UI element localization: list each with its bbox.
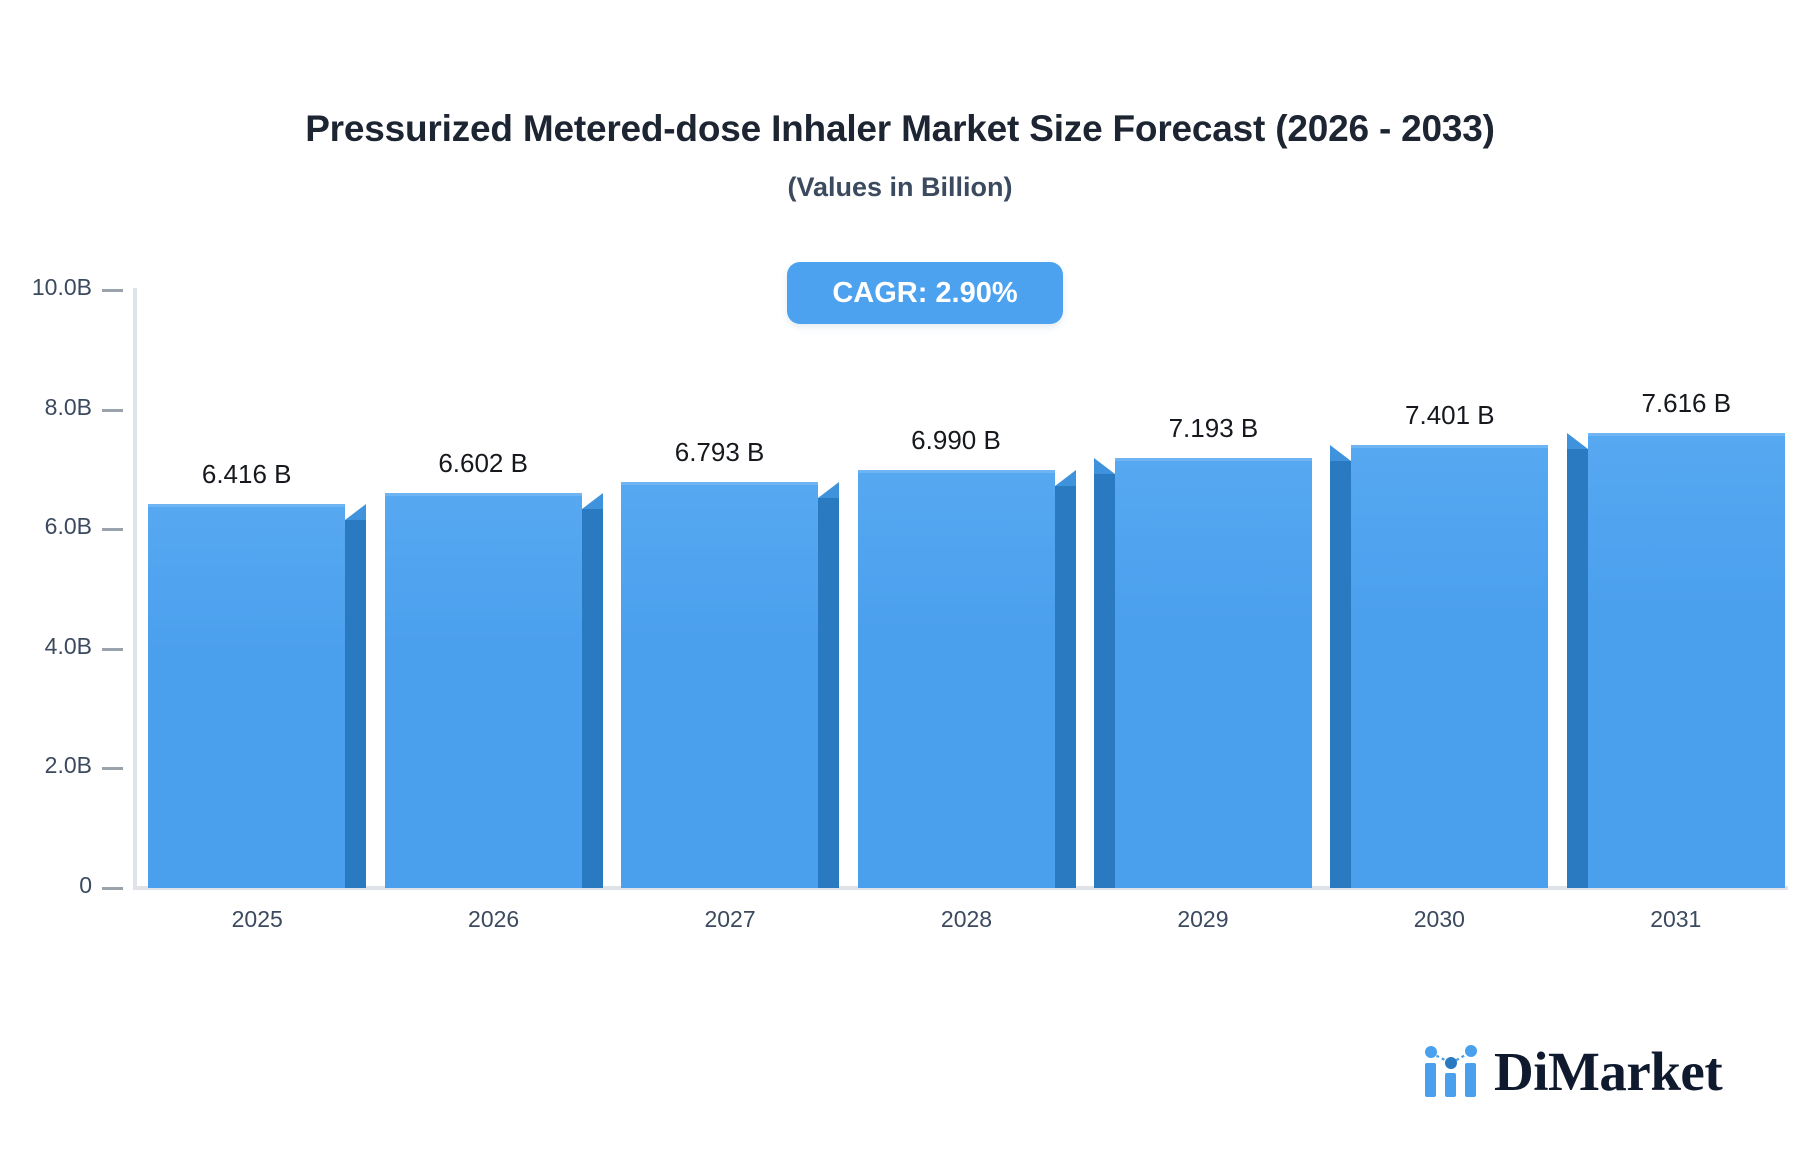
bar-value-label: 7.193 B	[1168, 412, 1259, 443]
y-axis-line	[133, 288, 137, 890]
bar-front-face	[1114, 457, 1312, 888]
chart-subtitle: (Values in Billion)	[787, 172, 1013, 202]
y-axis-tick-mark	[102, 289, 123, 292]
bar-front-face	[384, 493, 582, 888]
x-axis-tick-label-2029: 2029	[1177, 906, 1229, 932]
y-axis-tick-label: 4.0B	[44, 632, 92, 659]
x-axis-tick-label-2026: 2026	[468, 906, 520, 932]
y-axis-tick-label: 2.0B	[44, 752, 92, 779]
bar-chart-logo-icon	[1423, 1043, 1485, 1099]
bar-side-face	[1093, 473, 1115, 888]
plot-area: 10.0B 8.0B 6.0B 4.0B 2.0B 0 6.416 B 6.602 B 6.7…	[32, 274, 1788, 898]
y-axis-tick-mark	[102, 647, 123, 651]
bar-side-face	[1330, 461, 1352, 888]
y-axis-tick-label: 6.0B	[44, 513, 92, 540]
x-axis-line	[133, 886, 1788, 890]
bar-side-face	[581, 509, 603, 888]
bar-side-face	[818, 497, 840, 888]
bar-front-face	[148, 504, 346, 888]
x-axis-tick-label-2025: 2025	[231, 906, 283, 932]
x-axis-tick-label-2027: 2027	[704, 906, 756, 932]
y-axis-tick-mark	[102, 887, 123, 890]
bar-side-face	[1566, 448, 1588, 888]
bar-side-face	[345, 520, 367, 888]
bar-value-label: 6.602 B	[438, 448, 528, 479]
y-axis-tick-label: 8.0B	[44, 393, 92, 420]
bar-2030[interactable]: 7.401 B	[1330, 400, 1549, 888]
cagr-badge: CAGR: 2.90%	[787, 262, 1063, 324]
brand-name: DiMarket	[1494, 1040, 1723, 1102]
bar-front-face	[1351, 445, 1549, 888]
bar-2025[interactable]: 6.416 B	[148, 459, 367, 888]
y-axis-tick-label: 0	[79, 872, 92, 898]
bar-value-label: 7.616 B	[1641, 387, 1732, 418]
y-axis-tick-mark	[102, 767, 123, 771]
x-axis-tick-label-2028: 2028	[940, 906, 993, 932]
y-axis-tick-mark	[102, 528, 123, 532]
y-axis-tick-mark	[102, 408, 123, 412]
bar-2026[interactable]: 6.602 B	[384, 448, 603, 888]
y-axis-tick-label: 10.0B	[31, 274, 92, 300]
bar-front-face	[621, 481, 819, 888]
chart-title: Pressurized Metered-dose Inhaler Market …	[305, 108, 1495, 149]
bar-front-face	[1587, 432, 1785, 888]
bar-2031[interactable]: 7.616 B	[1566, 388, 1785, 888]
bar-2028[interactable]: 6.990 B	[857, 425, 1076, 888]
bar-2027[interactable]: 6.793 B	[621, 437, 840, 888]
bar-2029[interactable]: 7.193 B	[1093, 413, 1312, 888]
bar-front-face	[857, 470, 1055, 888]
x-axis-tick-label-2030: 2030	[1413, 906, 1465, 932]
bar-value-label: 7.401 B	[1405, 400, 1495, 431]
x-axis-tick-label-2031: 2031	[1650, 906, 1702, 932]
bar-value-label: 6.793 B	[674, 436, 765, 467]
brand-logo: DiMarket	[1423, 1038, 1723, 1104]
bar-side-face	[1054, 486, 1076, 888]
bar-value-label: 6.990 B	[911, 425, 1001, 455]
bar-value-label: 6.416 B	[201, 459, 292, 490]
